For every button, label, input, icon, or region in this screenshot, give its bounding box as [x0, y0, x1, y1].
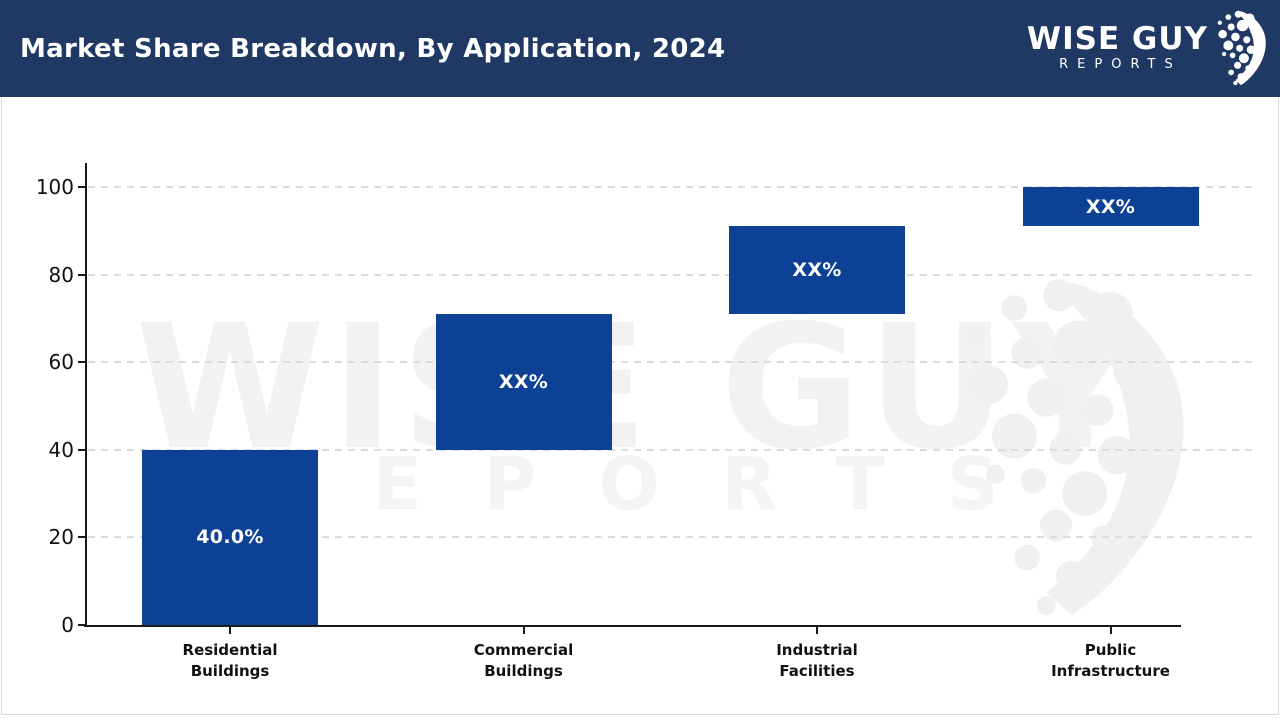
bar-value-label: XX% — [498, 370, 549, 393]
y-tick-mark — [78, 536, 87, 539]
y-tick-label: 20 — [48, 525, 74, 550]
category-label-line: Residential — [182, 641, 278, 659]
gridline-y-40 — [88, 448, 1256, 451]
bar-value-label: XX% — [792, 259, 842, 282]
category-label-line: Industrial — [776, 641, 858, 659]
y-tick-label: 0 — [61, 613, 74, 637]
y-tick-mark — [78, 186, 87, 188]
x-axis-line — [84, 625, 1181, 627]
bar-2: XX% — [435, 314, 612, 450]
bar-3: XX% — [729, 226, 905, 314]
category-label-line: Infrastructure — [1051, 662, 1170, 680]
y-tick-label: 80 — [48, 262, 74, 287]
gridline-y-80 — [88, 273, 1256, 276]
category-label: Residential Buildings — [120, 640, 340, 682]
bar-4: XX% — [1022, 187, 1199, 227]
brand-head-icon — [1217, 10, 1266, 86]
category-label: Commercial Buildings — [414, 640, 634, 682]
category-label-line: Facilities — [779, 662, 855, 680]
brand-logo-text: WISE GUY REPORTS — [1027, 22, 1208, 72]
header-bar: Market Share Breakdown, By Application, … — [0, 0, 1280, 97]
gridline-y-20 — [88, 536, 1256, 539]
y-axis-line — [85, 163, 87, 627]
category-label-line: Buildings — [484, 662, 563, 680]
category-label: Industrial Facilities — [707, 640, 927, 682]
category-label-line: Public — [1084, 641, 1137, 659]
brand-name: WISE GUY — [1026, 21, 1208, 57]
watermark-text-line2: REPORTS — [255, 442, 1061, 526]
y-tick-mark — [78, 624, 87, 626]
x-tick-mark — [1109, 627, 1112, 634]
x-tick-mark — [522, 627, 525, 634]
category-label: Public Infrastructure — [1001, 640, 1221, 682]
y-tick-label: 40 — [48, 437, 74, 462]
category-label-line: Commercial — [473, 641, 574, 659]
y-tick-label: 100 — [35, 175, 74, 199]
x-tick-mark — [229, 627, 231, 634]
bar-value-label: 40.0% — [196, 526, 264, 549]
y-tick-mark — [78, 273, 87, 276]
y-tick-mark — [78, 361, 87, 364]
watermark-head-icon — [966, 279, 1184, 616]
x-tick-mark — [816, 627, 818, 634]
brand-subname: REPORTS — [1059, 57, 1182, 72]
brand-logo: WISE GUY REPORTS — [1020, 6, 1270, 92]
gridline-y-100 — [88, 186, 1256, 188]
y-tick-mark — [78, 448, 87, 451]
bar-1: 40.0% — [142, 449, 318, 625]
page-title: Market Share Breakdown, By Application, … — [20, 33, 726, 64]
gridline-y-60 — [88, 361, 1256, 364]
y-tick-label: 60 — [48, 350, 74, 375]
bar-value-label: XX% — [1085, 195, 1136, 218]
category-label-line: Buildings — [190, 662, 270, 680]
